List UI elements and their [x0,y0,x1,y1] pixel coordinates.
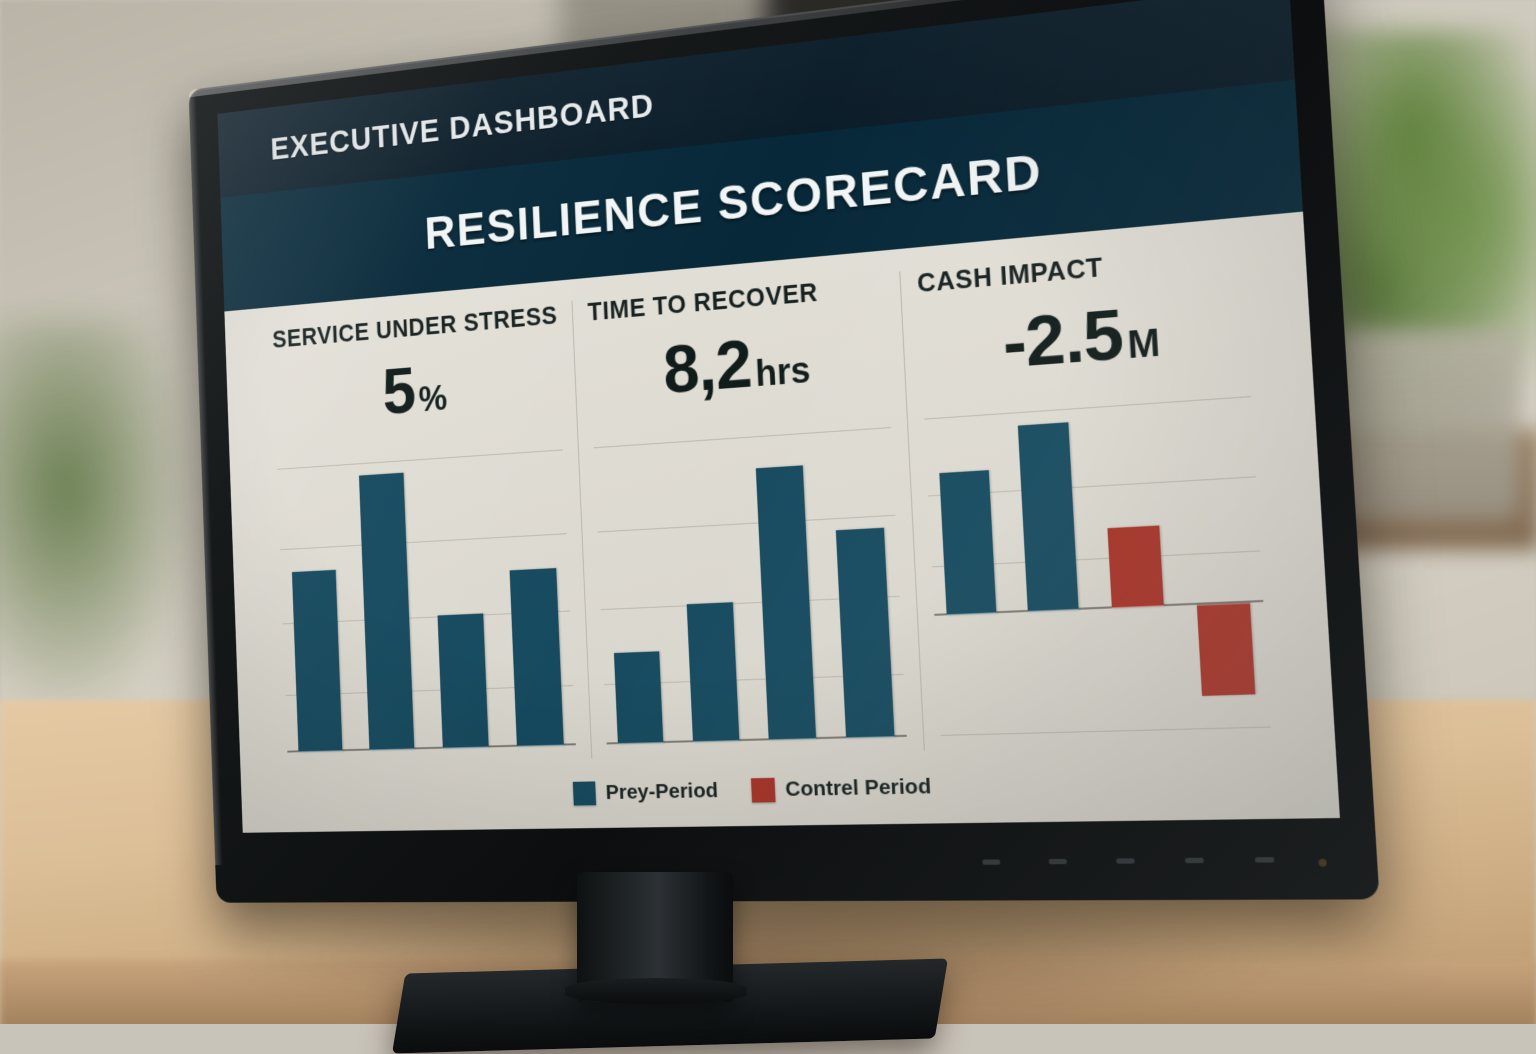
bar[interactable] [291,570,343,753]
bar[interactable] [939,470,997,616]
monitor-stand-collar [565,978,747,1004]
bar-group [604,400,895,745]
grid-line [928,476,1256,497]
legend-label: Prey-Period [605,778,719,805]
monitor-button-down[interactable] [1048,858,1067,864]
legend-item-prev-period[interactable]: Prey-Period [572,778,719,806]
bar[interactable] [359,472,415,751]
bar[interactable] [755,465,816,741]
kpi-unit: hrs [754,348,812,395]
legend-item-control-period[interactable]: Contrel Period [750,774,932,803]
bar[interactable] [437,613,489,749]
bar-chart-cash-impact [923,374,1272,751]
kpi-panel-service-under-stress[interactable]: SERVICE UNDER STRESS 5% [259,301,592,766]
power-led-icon [1318,858,1327,867]
bar-slot [1099,381,1171,747]
kpi-unit: % [417,377,448,420]
monitor-button-up[interactable] [1116,857,1135,864]
legend-label: Contrel Period [784,774,932,802]
legend-swatch [572,781,596,806]
bar[interactable] [1107,525,1164,609]
bar[interactable] [1196,602,1256,697]
bar-group [936,375,1258,751]
bar-slot [1183,375,1258,745]
bar-chart-time-to-recover [593,400,908,759]
bar-chart-service-under-stress [276,423,576,766]
grid-line [940,726,1271,737]
legend-swatch [750,777,776,803]
kpi-label: SERVICE UNDER STRESS [271,302,559,354]
monitor: EXECUTIVE DASHBOARD RESILIENCE SCORECARD… [188,0,1380,903]
kpi-panel-cash-impact[interactable]: CASH IMPACT -2.5M [899,239,1290,751]
bar[interactable] [835,527,895,739]
kpi-panel-time-to-recover[interactable]: TIME TO RECOVER 8,2hrs [571,271,924,759]
chart-zero-baseline [934,599,1264,616]
kpi-label: CASH IMPACT [916,253,1104,299]
kpi-value: 5% [273,346,561,433]
bezel-highlight-left [188,94,223,866]
bar-slot [936,393,1004,751]
bar-group [287,424,564,753]
kpi-number: 5 [381,353,417,429]
bar[interactable] [614,651,664,745]
plant-pot-right [1340,330,1520,520]
grid-line [931,549,1261,568]
kpi-number: -2.5 [1000,294,1125,383]
monitor-bezel: EXECUTIVE DASHBOARD RESILIENCE SCORECARD… [188,0,1380,903]
monitor-button-menu[interactable] [982,858,1001,865]
bar-slot [1016,387,1086,748]
bar[interactable] [686,602,739,743]
plant-left-lower [0,320,210,740]
bar[interactable] [1018,422,1080,612]
kpi-unit: M [1126,320,1162,367]
monitor-button-power[interactable] [1254,856,1275,863]
screen: EXECUTIVE DASHBOARD RESILIENCE SCORECARD… [217,0,1340,833]
dashboard-body: SERVICE UNDER STRESS 5% [224,211,1340,833]
page-title: EXECUTIVE DASHBOARD [269,86,655,167]
kpi-label: TIME TO RECOVER [587,278,819,327]
monitor-control-bar [214,818,1379,903]
kpi-value: -2.5M [919,288,1249,384]
monitor-button-input[interactable] [1184,857,1204,863]
monitor-perspective-wrap: EXECUTIVE DASHBOARD RESILIENCE SCORECARD… [188,0,1380,903]
grid-line [924,395,1252,420]
kpi-number: 8,2 [661,325,753,408]
kpi-value: 8,2hrs [589,318,889,409]
bar[interactable] [509,568,564,747]
